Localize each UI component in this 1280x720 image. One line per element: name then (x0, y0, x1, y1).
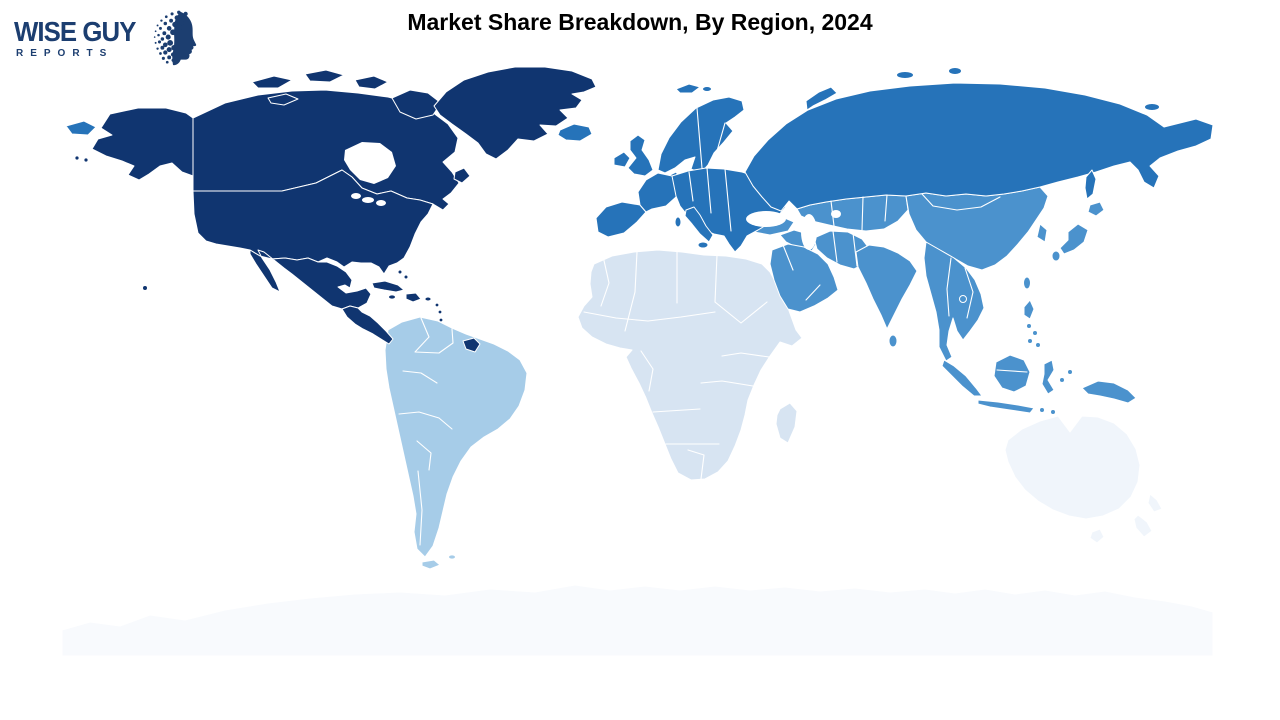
iceland (557, 123, 593, 142)
arctic-island (354, 75, 389, 90)
sulawesi (1041, 359, 1055, 395)
region-africa (577, 249, 803, 481)
hawaii (143, 286, 147, 290)
region-europe (65, 68, 1214, 253)
hainan (959, 295, 967, 303)
chart-title: Market Share Breakdown, By Region, 2024 (407, 9, 873, 35)
sumatra (941, 359, 983, 397)
novaya-zemlya (805, 86, 838, 111)
wrangel-island (1145, 104, 1159, 110)
java (977, 399, 1035, 414)
lesser-sunda-island (1051, 410, 1055, 414)
taiwan (1023, 276, 1031, 290)
sakhalin (1084, 169, 1097, 200)
scandinavia (657, 96, 745, 174)
newfoundland (453, 167, 471, 184)
country-borders (398, 107, 1028, 546)
greenland (433, 66, 597, 160)
lesser-sunda-island (1040, 408, 1044, 412)
arctic-islet (949, 68, 961, 74)
logo-wordmark: WISE GUY (14, 16, 136, 47)
logo-text: WISE GUY REPORTS (14, 8, 146, 59)
new-zealand-north (1147, 493, 1163, 513)
japan-honshu (1059, 223, 1089, 255)
central-america (341, 305, 394, 345)
logo-head-icon (153, 10, 197, 66)
japan-hokkaido (1087, 201, 1105, 217)
hudson-bay (344, 142, 396, 184)
italy (684, 206, 714, 243)
philippines-luzon (1023, 299, 1035, 320)
great-lake (376, 200, 386, 206)
tierra-del-fuego (421, 559, 441, 570)
philippine-island (1028, 339, 1032, 343)
lesser-antilles (439, 318, 443, 322)
iberia (595, 201, 647, 238)
borneo (993, 354, 1031, 393)
india (855, 244, 918, 330)
region-north-america (75, 66, 597, 353)
australia (1004, 415, 1141, 520)
alaska (91, 107, 194, 181)
water-bodies (344, 142, 841, 250)
korea (1036, 223, 1048, 243)
great-britain (627, 134, 654, 177)
hispaniola (405, 292, 422, 303)
madagascar (775, 402, 798, 444)
maluku-island (1068, 370, 1072, 374)
new-zealand-south (1133, 514, 1153, 538)
severnaya-zemlya (897, 72, 913, 78)
maluku-island (1060, 378, 1064, 382)
tasmania (1089, 528, 1105, 544)
philippine-island (1027, 324, 1031, 328)
black-sea (746, 211, 786, 227)
svalbard (675, 83, 701, 94)
new-guinea (1081, 380, 1137, 404)
lesser-antilles (438, 310, 442, 314)
russia (744, 82, 1214, 212)
puerto-rico (425, 297, 431, 301)
logo-subtext: REPORTS (16, 48, 114, 59)
arctic-island (304, 69, 345, 83)
caspian-sea (801, 214, 817, 250)
philippine-island (1036, 343, 1040, 347)
united-states (192, 169, 434, 275)
logo: WISE GUY REPORTS (14, 8, 200, 68)
japan-kyushu (1051, 250, 1061, 262)
aleutian-island (84, 158, 88, 162)
great-lake (362, 197, 374, 203)
sri-lanka (888, 334, 898, 348)
ireland (613, 151, 631, 168)
arctic-island (251, 75, 293, 89)
victoria-island (267, 93, 299, 106)
jamaica (389, 295, 395, 299)
africa-mainland (577, 249, 803, 481)
svalbard-islet (703, 87, 711, 91)
sicily (697, 241, 709, 249)
trinidad (440, 328, 446, 332)
lesser-antilles (435, 303, 439, 307)
antarctica (61, 584, 1214, 657)
region-south-america (384, 316, 528, 570)
south-america-mainland (384, 316, 528, 558)
st-lawrence-island (98, 140, 102, 144)
sardinia (674, 216, 682, 228)
french-guiana (462, 337, 481, 353)
aral-sea (831, 210, 841, 218)
chukotka-wrapped (65, 120, 97, 136)
southeast-asia (923, 241, 985, 362)
bahamas (398, 270, 402, 274)
region-antarctica (61, 584, 1214, 657)
cuba (371, 280, 405, 293)
great-lake (351, 193, 361, 199)
philippine-island (1033, 331, 1037, 335)
aleutian-island (75, 156, 79, 160)
region-oceania (1004, 415, 1163, 544)
bahamas (404, 275, 408, 279)
falkland-islands (449, 555, 455, 559)
